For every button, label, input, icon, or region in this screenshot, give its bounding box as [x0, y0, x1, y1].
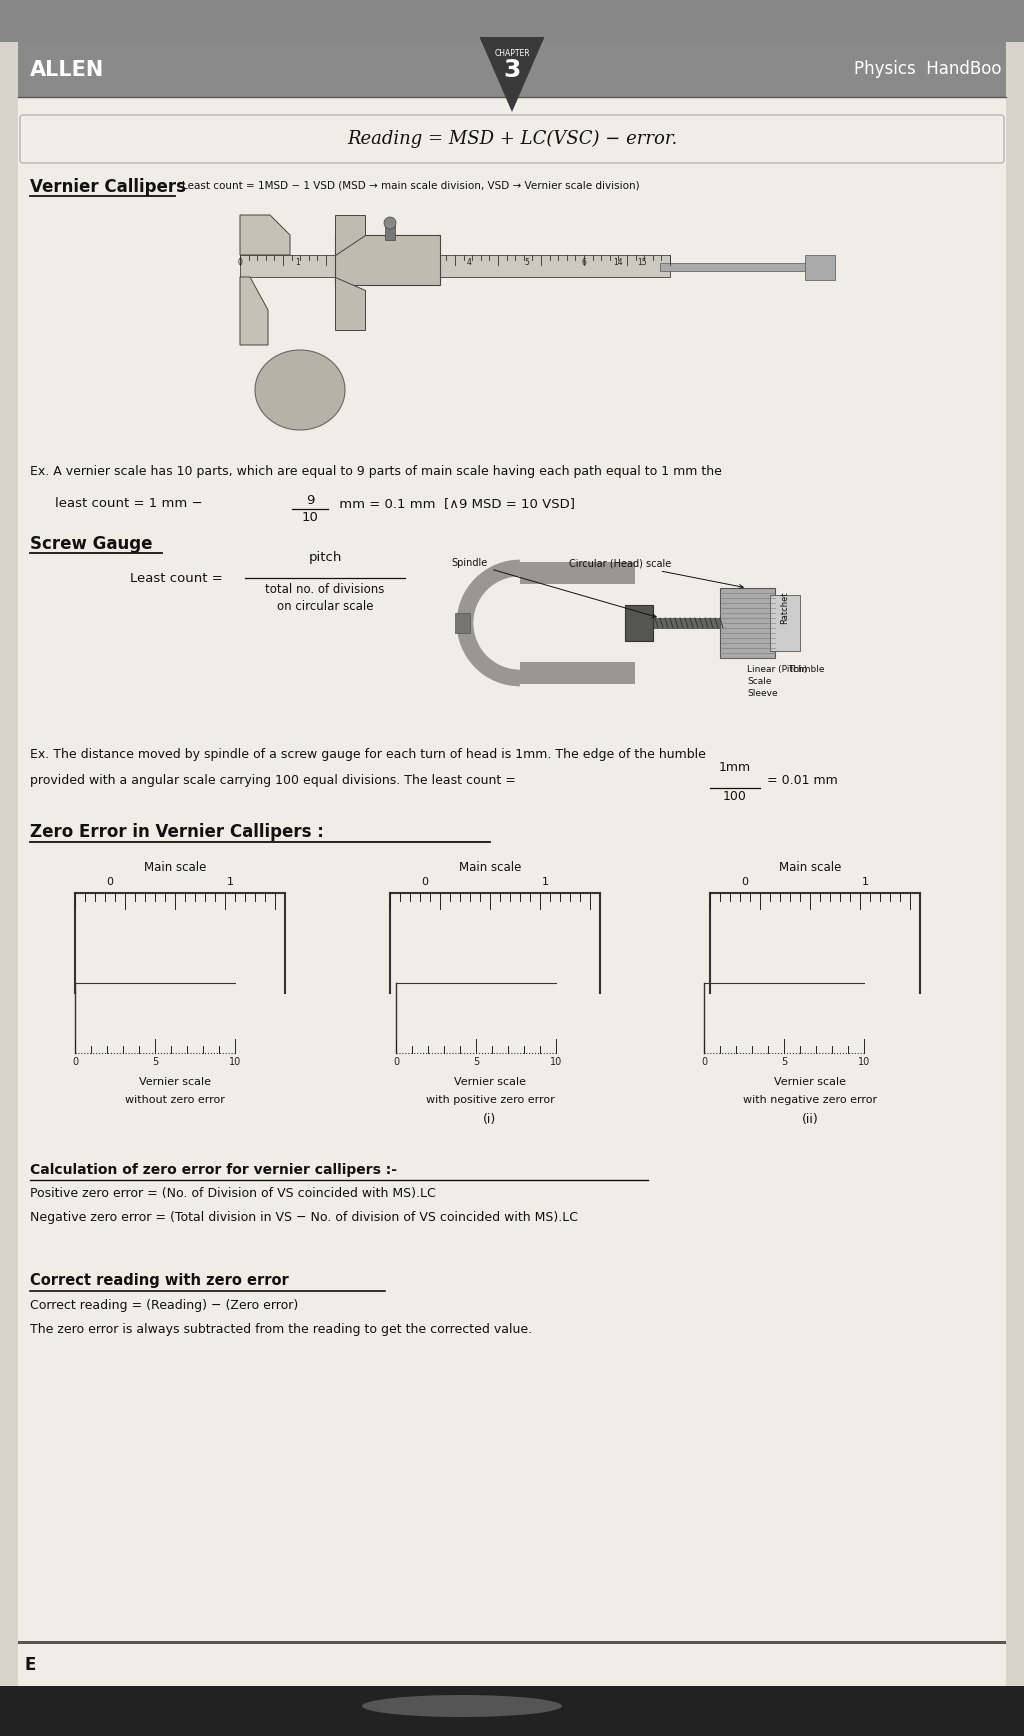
- Text: with negative zero error: with negative zero error: [743, 1095, 878, 1106]
- Text: CHAPTER: CHAPTER: [495, 49, 529, 57]
- Text: Ratchet: Ratchet: [780, 592, 790, 625]
- Text: 10: 10: [550, 1057, 562, 1068]
- Text: Ex. The distance moved by spindle of a screw gauge for each turn of head is 1mm.: Ex. The distance moved by spindle of a s…: [30, 748, 706, 760]
- Text: with positive zero error: with positive zero error: [426, 1095, 554, 1106]
- Text: Reading = MSD + LC(VSC) − error.: Reading = MSD + LC(VSC) − error.: [347, 130, 677, 148]
- Text: Calculation of zero error for vernier callipers :-: Calculation of zero error for vernier ca…: [30, 1163, 397, 1177]
- Text: 1: 1: [542, 877, 549, 887]
- Bar: [385, 226, 395, 240]
- Bar: [625, 606, 653, 641]
- Text: (ii): (ii): [802, 1113, 818, 1127]
- Bar: [635, 618, 725, 628]
- Text: = 0.01 mm: = 0.01 mm: [767, 774, 838, 788]
- Text: 0: 0: [741, 877, 749, 887]
- Bar: [455, 613, 470, 634]
- Text: 5: 5: [152, 1057, 158, 1068]
- Text: 0: 0: [106, 877, 114, 887]
- Text: 10: 10: [301, 510, 318, 524]
- Bar: [335, 234, 440, 285]
- Text: 1: 1: [295, 259, 300, 267]
- Text: 5: 5: [524, 259, 529, 267]
- Text: Zero Error in Vernier Callipers :: Zero Error in Vernier Callipers :: [30, 823, 324, 840]
- Bar: [18, 1641, 1006, 1644]
- Text: Least count =: Least count =: [130, 571, 223, 585]
- Text: mm = 0.1 mm  [∧9 MSD = 10 VSD]: mm = 0.1 mm [∧9 MSD = 10 VSD]: [335, 496, 575, 510]
- Text: Correct reading = (Reading) − (Zero error): Correct reading = (Reading) − (Zero erro…: [30, 1299, 298, 1312]
- Text: Scale: Scale: [746, 677, 771, 686]
- Ellipse shape: [362, 1694, 562, 1717]
- Text: Vernier Callipers: Vernier Callipers: [30, 179, 186, 196]
- Text: Sleeve: Sleeve: [746, 689, 777, 698]
- Bar: [520, 661, 635, 684]
- Text: ALLEN: ALLEN: [30, 59, 104, 80]
- Text: Vernier scale: Vernier scale: [774, 1076, 846, 1087]
- FancyBboxPatch shape: [20, 115, 1004, 163]
- Text: Screw Gauge: Screw Gauge: [30, 535, 153, 554]
- Text: Main scale: Main scale: [459, 861, 521, 873]
- Bar: [240, 255, 670, 278]
- Text: 10: 10: [858, 1057, 870, 1068]
- Text: 9: 9: [306, 495, 314, 507]
- Text: Physics  HandBoo: Physics HandBoo: [854, 61, 1002, 78]
- Text: Linear (Pitch): Linear (Pitch): [746, 665, 807, 674]
- Text: 6: 6: [582, 259, 587, 267]
- Text: Vernier scale: Vernier scale: [454, 1076, 526, 1087]
- Text: Vernier scale: Vernier scale: [139, 1076, 211, 1087]
- Polygon shape: [240, 278, 268, 345]
- Bar: [0, 1686, 1024, 1736]
- Text: 5: 5: [473, 1057, 479, 1068]
- Text: total no. of divisions: total no. of divisions: [265, 583, 385, 595]
- Text: 10: 10: [229, 1057, 241, 1068]
- Text: 0: 0: [701, 1057, 707, 1068]
- Text: least count = 1 mm −: least count = 1 mm −: [55, 496, 203, 510]
- Bar: [0, 0, 1024, 42]
- Bar: [520, 562, 635, 583]
- Text: Positive zero error = (No. of Division of VS coincided with MS).LC: Positive zero error = (No. of Division o…: [30, 1187, 436, 1200]
- Text: Main scale: Main scale: [779, 861, 841, 873]
- Text: without zero error: without zero error: [125, 1095, 225, 1106]
- Bar: [660, 262, 815, 271]
- Ellipse shape: [255, 351, 345, 431]
- Polygon shape: [335, 278, 365, 330]
- Text: 4: 4: [467, 259, 472, 267]
- Text: 5: 5: [781, 1057, 787, 1068]
- Text: 0: 0: [72, 1057, 78, 1068]
- Text: Circular (Head) scale: Circular (Head) scale: [569, 557, 743, 589]
- Text: provided with a angular scale carrying 100 equal divisions. The least count =: provided with a angular scale carrying 1…: [30, 774, 516, 786]
- Text: Ex. A vernier scale has 10 parts, which are equal to 9 parts of main scale havin: Ex. A vernier scale has 10 parts, which …: [30, 465, 722, 477]
- Polygon shape: [240, 215, 290, 255]
- Text: 2: 2: [352, 259, 357, 267]
- Text: Spindle: Spindle: [452, 557, 656, 618]
- Text: 15: 15: [637, 259, 647, 267]
- Text: pitch: pitch: [308, 550, 342, 564]
- Text: 1: 1: [226, 877, 233, 887]
- Text: Correct reading with zero error: Correct reading with zero error: [30, 1272, 289, 1288]
- Text: 3: 3: [504, 57, 520, 82]
- Text: 0: 0: [422, 877, 428, 887]
- Bar: [18, 42, 1006, 97]
- Text: 100: 100: [723, 790, 746, 804]
- Text: 0: 0: [393, 1057, 399, 1068]
- Text: Thimble: Thimble: [788, 665, 824, 674]
- Text: on circular scale: on circular scale: [276, 601, 374, 613]
- Bar: [770, 595, 800, 651]
- Text: 0: 0: [238, 259, 243, 267]
- Text: 1mm: 1mm: [719, 760, 751, 774]
- Text: 1: 1: [861, 877, 868, 887]
- Bar: [720, 589, 775, 658]
- Text: E: E: [25, 1656, 37, 1674]
- Polygon shape: [335, 215, 365, 255]
- Text: 3: 3: [410, 259, 415, 267]
- Text: (i): (i): [483, 1113, 497, 1127]
- Text: Main scale: Main scale: [143, 861, 206, 873]
- Text: 14: 14: [613, 259, 624, 267]
- Bar: [805, 255, 835, 279]
- Circle shape: [384, 217, 396, 229]
- Text: Least count = 1MSD − 1 VSD (MSD → main scale division, VSD → Vernier scale divis: Least count = 1MSD − 1 VSD (MSD → main s…: [182, 181, 640, 189]
- Text: Negative zero error = (Total division in VS − No. of division of VS coincided wi: Negative zero error = (Total division in…: [30, 1212, 578, 1224]
- Polygon shape: [479, 36, 545, 113]
- Text: The zero error is always subtracted from the reading to get the corrected value.: The zero error is always subtracted from…: [30, 1323, 532, 1337]
